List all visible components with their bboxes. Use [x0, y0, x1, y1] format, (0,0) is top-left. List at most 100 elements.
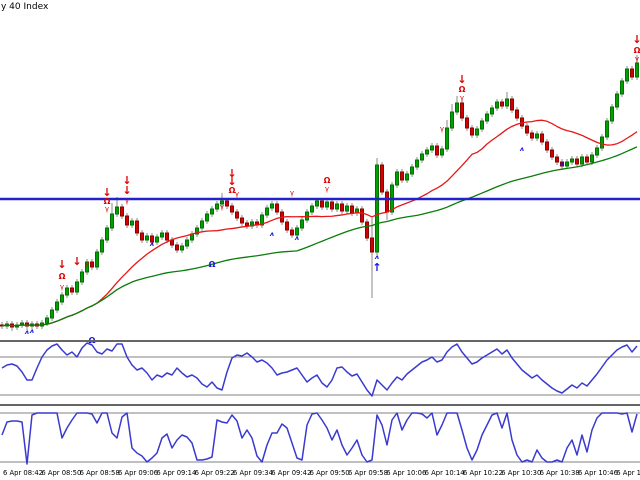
candle-up [95, 251, 99, 268]
candle-up [405, 173, 409, 181]
blue-tick-icon: ʌ [24, 328, 29, 336]
candle-up [265, 207, 269, 216]
candle-up [270, 203, 274, 209]
candle-up [295, 227, 299, 236]
candle-up [160, 232, 164, 238]
candle-down [385, 191, 389, 213]
x-axis-label: 6 Apr 08:58 [80, 469, 120, 477]
x-axis-label: 6 Apr 10:14 [425, 469, 465, 477]
candle-up [85, 261, 89, 273]
red-gamma-icon: γ [220, 203, 224, 211]
red-gamma-icon: γ [460, 94, 464, 102]
candle-up [475, 128, 479, 136]
candle-down [230, 205, 234, 213]
candle-up [505, 98, 509, 107]
sell-arrow-icon: ↓ [57, 258, 66, 271]
blue-tick-icon: ʌ [294, 234, 299, 242]
red-gamma-icon: γ [125, 197, 129, 205]
indicator2-line [1, 412, 638, 465]
candle-up [60, 294, 64, 303]
candle-up [50, 309, 54, 319]
sell-arrow-icon: ↓ [72, 255, 81, 268]
candle-down [175, 244, 179, 251]
candle-down [630, 68, 634, 78]
candle-up [610, 106, 614, 122]
candle-up [635, 62, 639, 78]
blue-tick-icon: ʌ [559, 160, 564, 168]
candle-up [485, 113, 489, 122]
candle-down [240, 217, 244, 224]
candle-down [290, 229, 294, 236]
candle-up [590, 154, 594, 163]
candle-down [465, 117, 469, 129]
blue-tick-icon: ʌ [519, 145, 524, 153]
candle-down [330, 201, 334, 210]
red-gamma-icon: γ [235, 190, 239, 198]
candle-down [225, 200, 229, 207]
candle-down [165, 232, 169, 241]
candle-down [555, 156, 559, 163]
candle-up [600, 136, 604, 149]
candle-up [495, 101, 499, 109]
candle-up [220, 200, 224, 205]
buy-arrow-icon: ↑ [372, 261, 381, 274]
candle-down [460, 102, 464, 119]
candle-down [140, 232, 144, 241]
candle-up [315, 200, 319, 207]
candle-up [535, 133, 539, 139]
candle-down [530, 132, 534, 139]
candle-down [150, 235, 154, 243]
candle-up [110, 213, 114, 229]
candle-up [415, 159, 419, 168]
candle-up [615, 93, 619, 108]
candle-down [500, 101, 504, 107]
candle-down [575, 158, 579, 165]
red-gamma-icon: γ [440, 125, 444, 133]
candle-up [130, 220, 134, 226]
x-axis-label: 6 Apr 09:22 [195, 469, 235, 477]
candle-down [545, 141, 549, 151]
red-gamma-icon: γ [60, 283, 64, 291]
candle-up [145, 235, 149, 241]
red-omega-icon: Ω [634, 46, 640, 55]
candle-up [75, 281, 79, 293]
candle-down [550, 149, 554, 158]
candle-up [180, 245, 184, 251]
candle-down [125, 215, 129, 226]
blue-tick-icon: ʌ [269, 230, 274, 238]
x-axis-label: 6 Apr 09:34 [233, 469, 273, 477]
sell-arrow-icon: ↓ [122, 184, 131, 197]
blue-tick-icon: ʌ [29, 327, 34, 335]
red-gamma-icon: γ [105, 205, 109, 213]
x-axis-label: 6 Apr 08:42 [3, 469, 43, 477]
candle-up [445, 127, 449, 150]
candle-down [120, 206, 124, 217]
candle-up [65, 287, 69, 296]
candle-up [625, 68, 629, 82]
candle-down [90, 261, 94, 268]
blue-tick-icon: ʌ [374, 253, 379, 261]
candle-down [520, 117, 524, 127]
red-gamma-icon: γ [325, 185, 329, 193]
sell-arrow-icon: ↓ [632, 33, 640, 46]
candle-up [455, 102, 459, 113]
candle-up [490, 107, 494, 115]
sell-arrow-icon: ↓ [457, 73, 466, 86]
candle-down [370, 237, 374, 253]
x-axis-label: 6 Apr 10:30 [501, 469, 541, 477]
x-axis-label: 6 Apr 09:50 [310, 469, 350, 477]
candle-up [105, 227, 109, 241]
sell-arrow-icon: ↓ [227, 167, 236, 180]
candle-down [400, 171, 404, 181]
candle-up [300, 219, 304, 229]
candle-down [380, 164, 384, 193]
panel-separator [0, 404, 640, 406]
candle-down [285, 221, 289, 231]
red-omega-icon: Ω [59, 272, 66, 281]
candle-down [360, 208, 364, 223]
candle-up [205, 213, 209, 222]
candle-down [70, 287, 74, 293]
candle-up [345, 205, 349, 212]
